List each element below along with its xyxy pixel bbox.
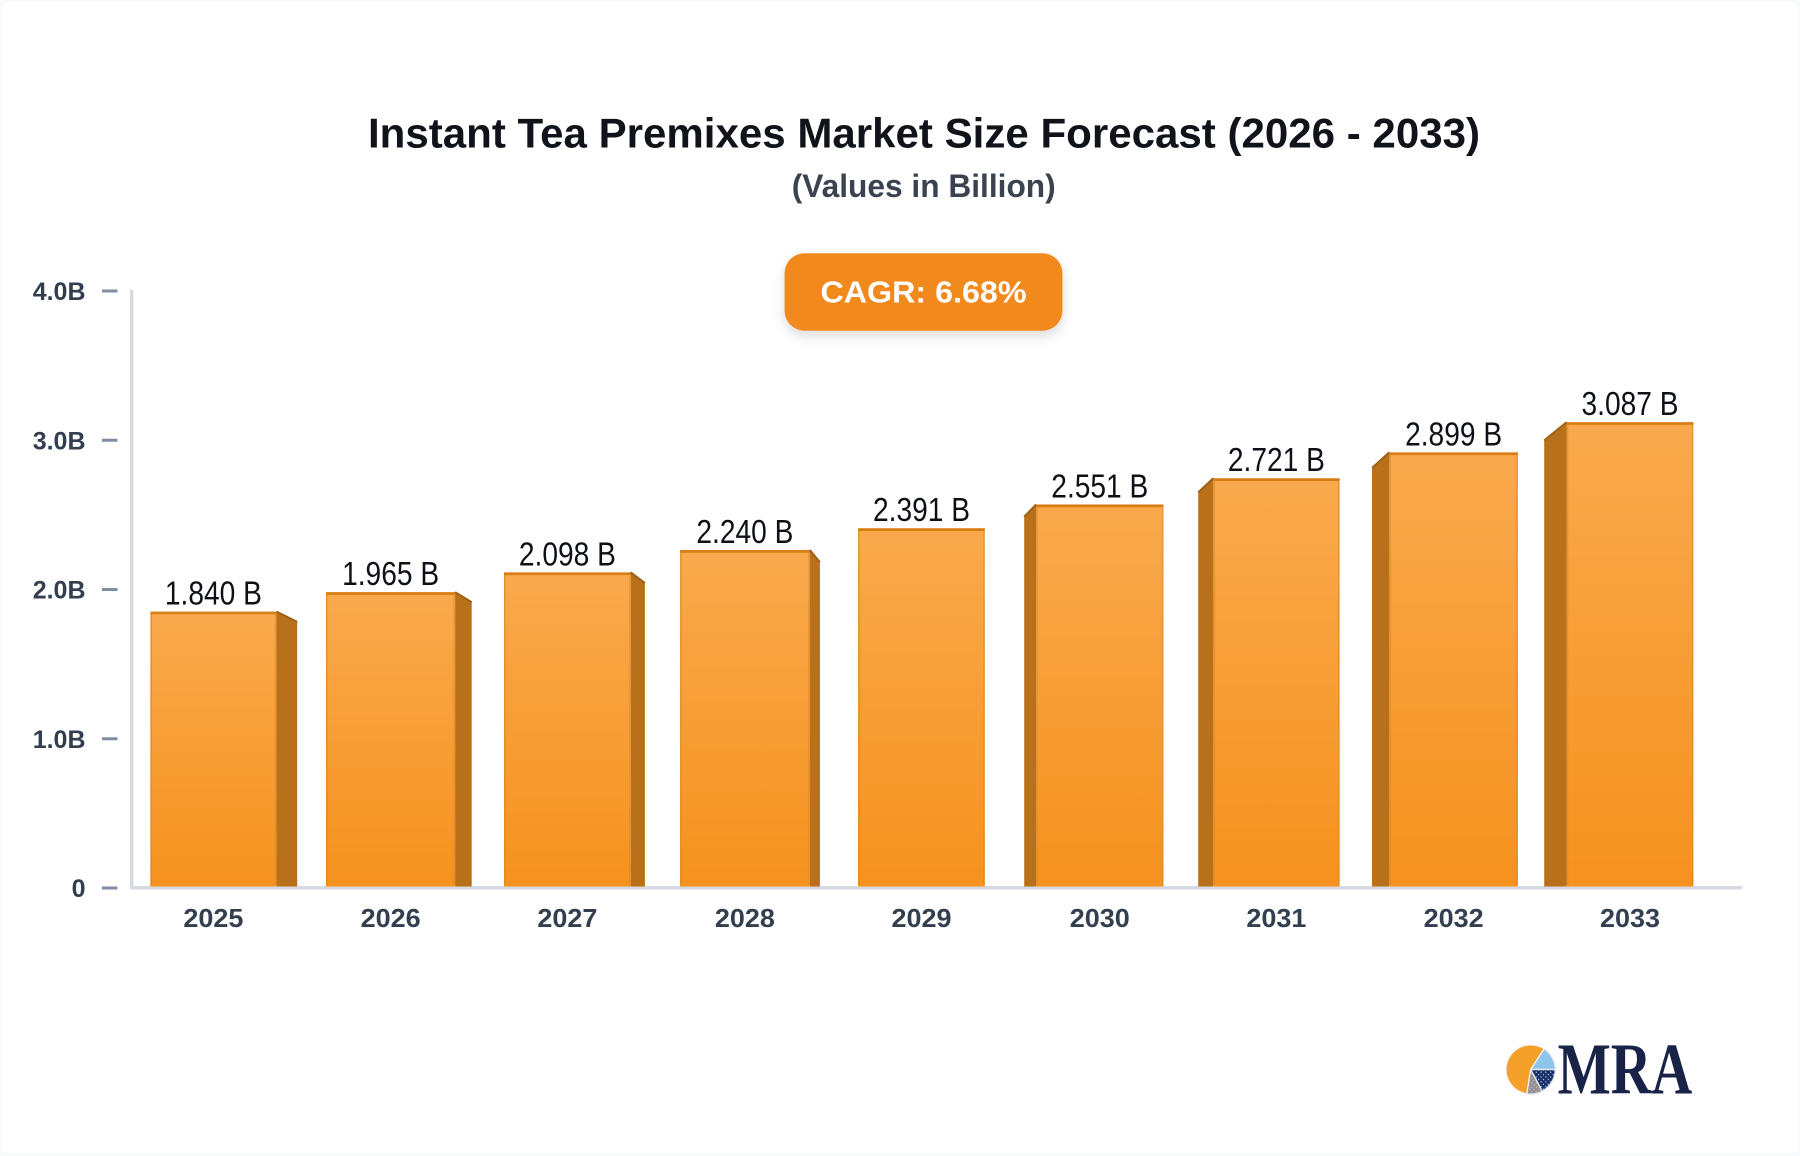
svg-text:1.965 B: 1.965 B: [342, 555, 439, 592]
svg-text:2029: 2029: [892, 903, 952, 933]
svg-text:2.098 B: 2.098 B: [519, 535, 616, 572]
svg-text:2033: 2033: [1600, 903, 1660, 933]
svg-text:2.391 B: 2.391 B: [873, 491, 970, 528]
svg-text:3.0B: 3.0B: [33, 427, 86, 455]
svg-text:2.551 B: 2.551 B: [1051, 467, 1148, 504]
svg-text:2.899 B: 2.899 B: [1405, 415, 1502, 452]
svg-text:2032: 2032: [1424, 903, 1484, 933]
svg-text:2031: 2031: [1246, 903, 1306, 933]
svg-text:2028: 2028: [715, 903, 775, 933]
svg-text:2.721 B: 2.721 B: [1228, 441, 1325, 478]
svg-text:2.240 B: 2.240 B: [696, 513, 793, 550]
svg-text:2.0B: 2.0B: [33, 577, 86, 605]
svg-text:0: 0: [72, 875, 86, 903]
svg-text:CAGR: 6.68%: CAGR: 6.68%: [821, 275, 1027, 310]
svg-text:(Values in Billion): (Values in Billion): [792, 168, 1056, 204]
svg-text:4.0B: 4.0B: [33, 278, 86, 306]
svg-text:2027: 2027: [537, 903, 597, 933]
svg-text:2025: 2025: [183, 903, 243, 933]
svg-text:Instant Tea Premixes Market Si: Instant Tea Premixes Market Size Forecas…: [368, 110, 1480, 157]
svg-text:2030: 2030: [1070, 903, 1130, 933]
svg-text:1.840 B: 1.840 B: [165, 575, 262, 612]
svg-text:3.087 B: 3.087 B: [1582, 385, 1679, 422]
svg-text:MRA: MRA: [1558, 1030, 1693, 1111]
svg-text:2026: 2026: [361, 903, 421, 933]
svg-text:1.0B: 1.0B: [33, 726, 86, 754]
